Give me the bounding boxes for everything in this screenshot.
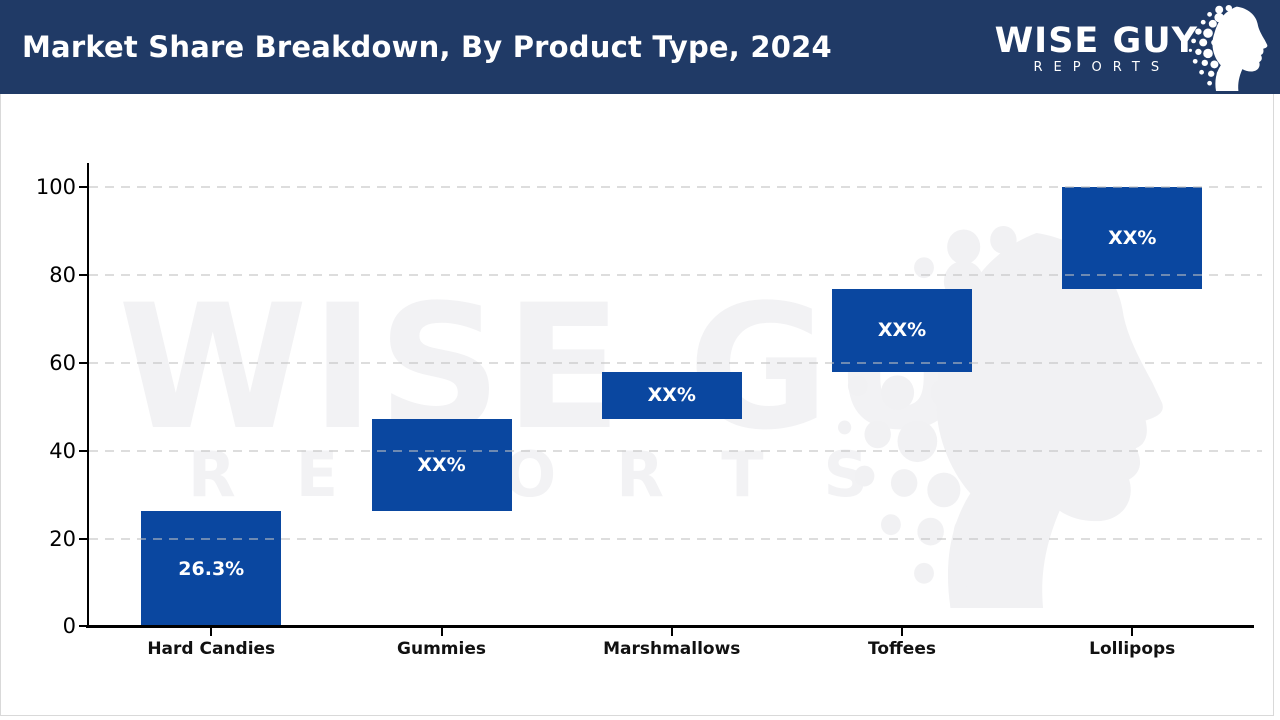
y-axis-line [87,163,89,628]
logo-wordmark: WISE GUY [994,20,1198,61]
x-category-label: Marshmallows [603,639,741,659]
y-tick-label: 40 [49,438,76,463]
gridline [89,537,1262,540]
y-tick-mark [79,361,87,364]
logo-subtitle: REPORTS [1033,60,1171,76]
y-tick-label: 100 [35,175,76,199]
y-tick-label: 0 [62,614,76,639]
bar: XX% [601,371,742,419]
y-tick-mark [79,625,87,628]
x-category-label: Lollipops [1089,639,1176,659]
y-tick-label: 20 [49,526,76,551]
bar-value-label: XX% [417,453,466,476]
header: Market Share Breakdown, By Product Type,… [0,0,1280,94]
bar: 26.3% [141,510,282,627]
x-category-label: Toffees [868,639,936,659]
gridline [89,273,1262,276]
bar-value-label: 26.3% [178,557,245,580]
bar-value-label: XX% [1108,226,1157,249]
y-tick-mark [79,186,87,188]
x-tick-mark [901,628,903,636]
bar-value-label: XX% [877,319,927,342]
dotted-head-profile-icon [1188,5,1268,91]
x-tick-mark [670,628,673,636]
watermark-subtitle: REPORTS [188,438,929,511]
gridline [89,361,1262,364]
watermark-head-profile-icon [838,226,1163,608]
x-category-label: Hard Candies [147,639,276,659]
y-tick-label: 80 [49,262,76,287]
x-tick-mark [440,628,443,636]
logo-text: WISE GUY REPORTS [994,20,1198,76]
y-tick-mark [79,449,87,452]
x-tick-mark [1131,628,1134,636]
bar: XX% [1062,187,1203,289]
page-title: Market Share Breakdown, By Product Type,… [22,30,832,64]
y-tick-mark [79,537,87,540]
x-tick-mark [210,628,213,636]
wiseguy-logo: WISE GUY REPORTS [995,4,1272,92]
bar: XX% [371,418,512,511]
x-axis-line [86,625,1254,628]
x-category-label: Gummies [397,639,486,659]
y-tick-label: 60 [49,350,76,375]
gridline [89,449,1262,452]
y-tick-mark [79,273,87,276]
gridline [89,186,1262,188]
bar: XX% [832,288,972,372]
bar-value-label: XX% [647,384,696,407]
